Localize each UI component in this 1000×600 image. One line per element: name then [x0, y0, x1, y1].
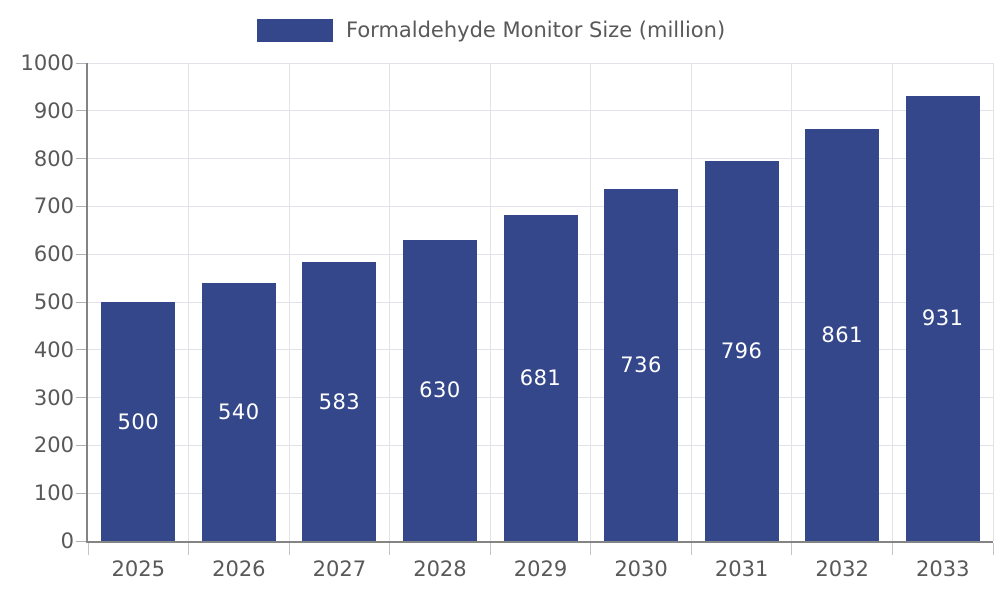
bar-2029: 681 — [503, 215, 578, 541]
v-gridline-2 — [288, 63, 290, 541]
plot-area: 0 100 200 300 400 500 600 700 800 900 1000 500 2025 5… — [21, 51, 994, 581]
legend[interactable]: Formaldehyde Monitor Size (million) — [257, 18, 725, 42]
bar-value-label-2029: 681 — [519, 366, 562, 391]
h-gridline-1000 — [88, 62, 993, 64]
x-axis-label-2028: 2028 — [413, 557, 467, 581]
y-axis-tick-1000 — [76, 62, 86, 64]
v-gridline-8 — [891, 63, 893, 541]
v-gridline-6 — [690, 63, 692, 541]
x-axis-label-2026: 2026 — [212, 557, 266, 581]
bar-value-label-2028: 630 — [419, 378, 461, 403]
x-axis-tick-0 — [87, 543, 89, 555]
x-axis-label-2032: 2032 — [815, 557, 869, 581]
y-axis-label-600: 600 — [33, 242, 74, 267]
h-gridline-800 — [88, 158, 993, 160]
v-gridline-4 — [489, 63, 491, 541]
x-axis-label-2030: 2030 — [614, 557, 668, 581]
y-axis-label-700: 700 — [33, 194, 74, 219]
y-axis-label-200: 200 — [33, 433, 74, 458]
y-axis-label-800: 800 — [33, 146, 74, 171]
bar-2030: 736 — [604, 189, 679, 541]
h-gridline-900 — [88, 110, 993, 112]
bar-value-label-2025: 500 — [117, 409, 160, 434]
y-axis-label-400: 400 — [33, 337, 74, 362]
y-axis-tick-300 — [76, 397, 86, 399]
y-axis-tick-0 — [76, 540, 86, 542]
bar-2032: 861 — [805, 129, 880, 541]
v-gridline-5 — [590, 63, 592, 541]
x-axis-label-2031: 2031 — [714, 557, 769, 581]
y-axis-label-300: 300 — [33, 385, 74, 410]
x-axis-line — [86, 541, 993, 543]
h-gridline-700 — [88, 205, 993, 207]
bar-2025: 500 — [101, 302, 176, 541]
bar-value-label-2026: 540 — [218, 399, 260, 424]
x-axis-tick-3 — [389, 543, 391, 555]
bar-2031: 796 — [704, 160, 779, 541]
x-axis-label-2027: 2027 — [312, 557, 367, 581]
y-axis-tick-200 — [76, 444, 86, 446]
y-axis-tick-700 — [76, 205, 86, 207]
legend-swatch — [257, 18, 333, 42]
x-axis-tick-6 — [690, 543, 692, 555]
y-axis-tick-400 — [76, 349, 86, 351]
x-axis-tick-5 — [590, 543, 592, 555]
x-axis-tick-2 — [288, 543, 290, 555]
v-gridline-7 — [791, 63, 793, 541]
y-axis-tick-900 — [76, 110, 86, 112]
y-axis-label-900: 900 — [33, 98, 74, 123]
bar-2026: 540 — [201, 282, 276, 541]
v-gridline-1 — [188, 63, 190, 541]
y-axis-label-500: 500 — [33, 290, 74, 314]
bar-2028: 630 — [402, 239, 477, 541]
bar-2033: 931 — [905, 95, 980, 541]
v-gridline-9 — [992, 63, 994, 541]
bar-value-label-2032: 861 — [821, 323, 863, 348]
x-axis-tick-4 — [489, 543, 491, 555]
x-axis-label-2029: 2029 — [513, 557, 568, 581]
y-axis-tick-600 — [76, 253, 86, 255]
y-axis-tick-800 — [76, 158, 86, 160]
y-axis-label-1000: 1000 — [20, 51, 74, 75]
bar-value-label-2031: 796 — [720, 338, 763, 363]
bar-2027: 583 — [302, 262, 377, 541]
bar-value-label-2030: 736 — [620, 353, 662, 378]
y-axis-label-0: 0 — [60, 529, 74, 553]
x-axis-tick-7 — [791, 543, 793, 555]
y-axis-tick-500 — [76, 301, 86, 303]
x-axis-tick-1 — [188, 543, 190, 555]
bar-value-label-2027: 583 — [318, 389, 361, 414]
v-gridline-3 — [389, 63, 391, 541]
bar-value-label-2033: 931 — [921, 306, 964, 331]
x-axis-label-2033: 2033 — [915, 557, 970, 581]
x-axis-tick-9 — [992, 543, 994, 555]
x-axis-tick-8 — [891, 543, 893, 555]
x-axis-label-2025: 2025 — [111, 557, 165, 581]
y-axis-label-100: 100 — [33, 481, 74, 506]
y-axis-tick-100 — [76, 492, 86, 494]
y-axis-line — [86, 63, 88, 541]
legend-label: Formaldehyde Monitor Size (million) — [346, 18, 726, 42]
